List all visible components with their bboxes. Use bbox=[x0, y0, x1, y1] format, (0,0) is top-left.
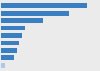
Bar bbox=[1, 11, 69, 16]
Bar bbox=[1, 18, 43, 23]
Bar bbox=[1, 55, 14, 60]
Bar bbox=[1, 3, 87, 8]
Bar bbox=[1, 63, 5, 68]
Bar bbox=[1, 33, 22, 38]
Bar bbox=[1, 48, 17, 53]
Bar bbox=[1, 40, 19, 45]
Bar bbox=[1, 26, 25, 30]
